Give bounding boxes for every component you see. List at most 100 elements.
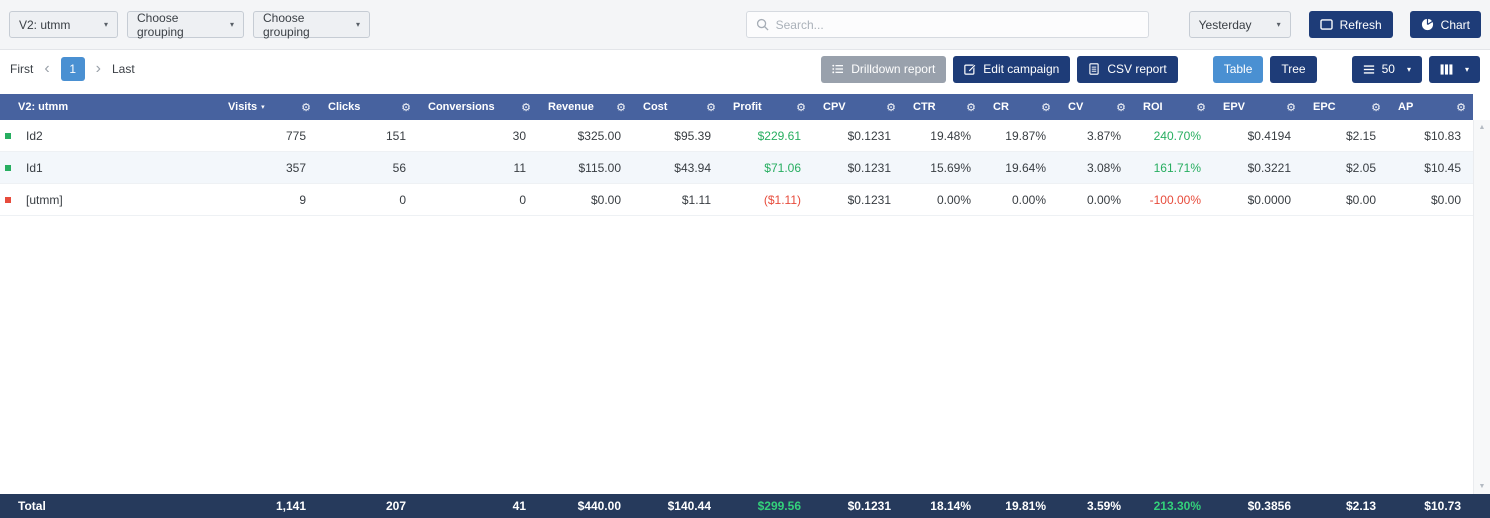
refresh-icon [1319,19,1333,30]
campaign-dropdown[interactable]: V2: utmm ▾ [9,11,118,38]
gear-icon[interactable]: ⚙ [401,101,411,114]
total-value-cell: $0.1231 [847,499,891,513]
gear-icon[interactable]: ⚙ [1116,101,1126,114]
pagination-last[interactable]: Last [111,62,135,76]
table-view-button[interactable]: Table [1212,55,1264,83]
gear-icon[interactable]: ⚙ [521,101,531,114]
total-value-cell: 18.14% [930,499,971,513]
row-name-cell: Id1 [0,161,218,175]
table-row[interactable]: Id2 775 151 30 $325.00 $95.39 $229.61 $0.1231 19… [0,120,1473,152]
column-header-cost[interactable]: Cost ⚙ [633,94,723,120]
chevron-right-icon[interactable]: › [95,60,101,77]
status-indicator [5,132,11,139]
gear-icon[interactable]: ⚙ [1371,101,1381,114]
column-header-revenue[interactable]: Revenue ⚙ [538,94,633,120]
table-view-label: Table [1223,62,1253,76]
row-name-label: Id2 [26,128,43,143]
refresh-button[interactable]: Refresh [1308,11,1393,38]
scroll-down-icon[interactable]: ▼ [1478,483,1486,490]
row-value-cell: $229.61 [757,128,801,143]
row-value-cell: 30 [512,128,526,143]
rows-per-page-dropdown[interactable]: 50 ▾ [1351,55,1422,83]
chart-button-label: Chart [1440,17,1470,32]
chart-button[interactable]: Chart [1409,11,1481,38]
column-header-name[interactable]: V2: utmm [0,94,218,120]
column-header-cv[interactable]: CV ⚙ [1058,94,1133,120]
column-header-label: CPV [823,101,846,113]
gear-icon[interactable]: ⚙ [1041,101,1051,114]
row-value-cell: 0.00% [1011,192,1046,207]
csv-file-icon [1089,63,1099,75]
vertical-scrollbar[interactable]: ▲ ▼ [1473,120,1490,494]
row-value-cell: 3.87% [1086,128,1121,143]
columns-icon [1440,63,1453,75]
refresh-button-label: Refresh [1339,17,1382,32]
column-header-label: ROI [1143,101,1163,113]
column-header-ap[interactable]: AP ⚙ [1388,94,1473,120]
column-header-profit[interactable]: Profit ⚙ [723,94,813,120]
top-toolbar: V2: utmm ▾ Choose grouping ▾ Choose grou… [0,0,1490,50]
chevron-down-icon: ▾ [229,20,234,29]
column-header-clicks[interactable]: Clicks ⚙ [318,94,418,120]
column-header-label: EPV [1223,101,1246,113]
csv-report-button[interactable]: CSV report [1077,55,1178,83]
gear-icon[interactable]: ⚙ [1456,101,1466,114]
total-label: Total [18,499,46,513]
column-header-epc[interactable]: EPC ⚙ [1303,94,1388,120]
column-header-conversions[interactable]: Conversions ⚙ [418,94,538,120]
gear-icon[interactable]: ⚙ [1196,101,1206,114]
total-value-cell: $10.73 [1424,499,1461,513]
gear-icon[interactable]: ⚙ [1286,101,1296,114]
status-indicator [5,196,11,203]
column-header-visits[interactable]: Visits ▾ ⚙ [218,94,318,120]
row-value-cell: $0.0000 [1247,192,1291,207]
search-input[interactable] [775,17,1139,32]
grouping-dropdown-2[interactable]: Choose grouping ▾ [253,11,370,39]
status-indicator [5,164,11,171]
chevron-down-icon: ▾ [103,20,108,29]
row-value-cell: $1.11 [681,192,711,207]
columns-dropdown-button[interactable]: ▾ [1428,55,1480,83]
gear-icon[interactable]: ⚙ [301,101,311,114]
pagination-page-button[interactable]: 1 [60,57,85,81]
column-header-epv[interactable]: EPV ⚙ [1213,94,1303,120]
table-total-row: Total 1,141 207 41 $440.00 $140.44 $299.56 $0.1… [0,494,1490,518]
column-header-label: Conversions [428,101,495,113]
scroll-up-icon[interactable]: ▲ [1478,124,1486,131]
total-value-cell: 19.81% [1005,499,1046,513]
date-range-dropdown[interactable]: Yesterday ▾ [1188,11,1291,38]
row-value-cell: $325.00 [577,128,621,143]
gear-icon[interactable]: ⚙ [616,101,626,114]
drilldown-report-button[interactable]: Drilldown report [821,55,947,83]
edit-campaign-button[interactable]: Edit campaign [953,55,1071,83]
row-value-cell: 0 [399,192,406,207]
gear-icon[interactable]: ⚙ [966,101,976,114]
column-header-roi[interactable]: ROI ⚙ [1133,94,1213,120]
rows-per-page-value: 50 [1381,62,1395,76]
total-value-cell: 41 [512,499,526,513]
gear-icon[interactable]: ⚙ [706,101,716,114]
column-header-cr[interactable]: CR ⚙ [983,94,1058,120]
row-name-label: [utmm] [26,192,63,207]
table-header-row: V2: utmm Visits ▾ ⚙ Clicks ⚙ Conversions ⚙ Reven… [0,94,1473,120]
total-label-cell: Total [0,499,218,513]
pagination-first[interactable]: First [10,62,34,76]
column-header-cpv[interactable]: CPV ⚙ [813,94,903,120]
table-row[interactable]: [utmm] 9 0 0 $0.00 $1.11 ($1.11) $0.1231 0.00% 0.… [0,184,1473,216]
gear-icon[interactable]: ⚙ [796,101,806,114]
total-value-cell: $2.13 [1345,499,1376,513]
table-row[interactable]: Id1 357 56 11 $115.00 $43.94 $71.06 $0.1231 15.6… [0,152,1473,184]
chevron-left-icon[interactable]: ‹ [44,60,50,77]
drilldown-report-label: Drilldown report [851,62,936,76]
search-box [745,11,1149,38]
column-header-label: CV [1068,101,1084,113]
row-value-cell: 19.64% [1005,160,1046,175]
tree-view-button[interactable]: Tree [1270,55,1317,83]
gear-icon[interactable]: ⚙ [886,101,896,114]
row-value-cell: $115.00 [578,160,622,175]
pagination: First ‹ 1 › Last [10,57,135,81]
report-table: V2: utmm Visits ▾ ⚙ Clicks ⚙ Conversions ⚙ Reven… [0,88,1490,494]
grouping-dropdown-1[interactable]: Choose grouping ▾ [127,11,244,39]
column-header-ctr[interactable]: CTR ⚙ [903,94,983,120]
